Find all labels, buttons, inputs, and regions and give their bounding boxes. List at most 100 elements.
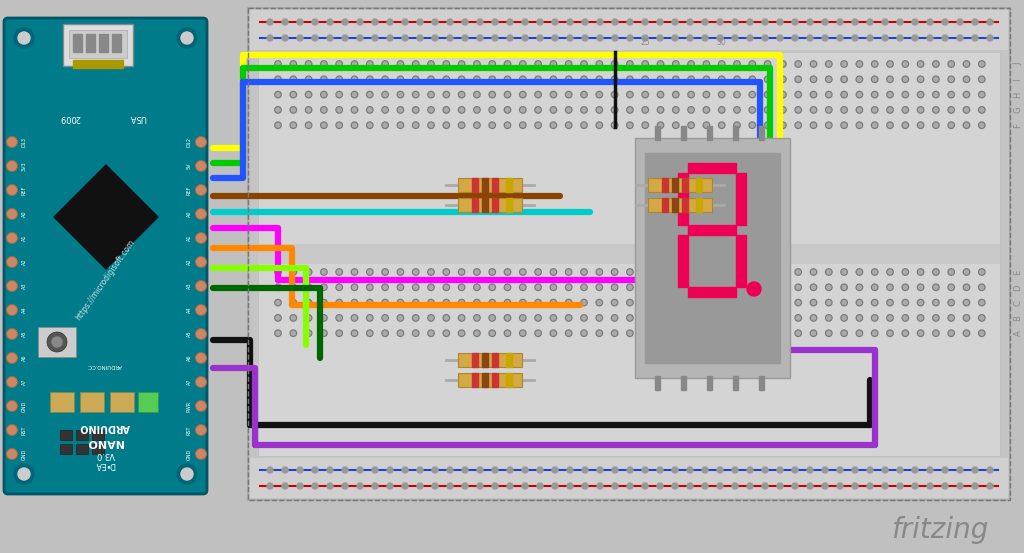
Text: 30: 30 — [717, 353, 727, 363]
Circle shape — [841, 284, 847, 290]
Circle shape — [490, 270, 495, 274]
Circle shape — [414, 92, 418, 97]
Circle shape — [490, 301, 495, 305]
Circle shape — [521, 77, 524, 81]
Circle shape — [582, 77, 586, 81]
Circle shape — [181, 468, 193, 480]
Circle shape — [444, 77, 449, 81]
Circle shape — [383, 270, 387, 274]
Circle shape — [490, 62, 495, 66]
Circle shape — [475, 123, 479, 127]
Circle shape — [291, 316, 295, 320]
Circle shape — [352, 108, 356, 112]
Circle shape — [383, 62, 387, 66]
Circle shape — [964, 61, 970, 67]
Circle shape — [903, 270, 907, 274]
Circle shape — [918, 91, 924, 98]
Circle shape — [196, 328, 207, 340]
Circle shape — [942, 483, 948, 489]
Circle shape — [565, 61, 571, 67]
Text: ARDUINO.CC: ARDUINO.CC — [88, 363, 123, 368]
Text: A6: A6 — [186, 355, 191, 361]
Text: REF: REF — [22, 185, 27, 195]
Bar — [60, 444, 72, 454]
Circle shape — [628, 285, 632, 289]
Circle shape — [826, 316, 830, 320]
Circle shape — [14, 28, 34, 48]
Circle shape — [596, 269, 602, 275]
Circle shape — [927, 483, 933, 489]
Circle shape — [719, 315, 725, 321]
Circle shape — [291, 77, 295, 81]
Circle shape — [282, 35, 288, 41]
Bar — [38, 327, 76, 357]
Circle shape — [674, 331, 678, 335]
Text: GND: GND — [22, 400, 27, 411]
Circle shape — [705, 270, 709, 274]
Circle shape — [627, 76, 633, 82]
Circle shape — [397, 315, 403, 321]
Circle shape — [903, 301, 907, 305]
Circle shape — [627, 91, 633, 98]
Text: https://microdigisoft.com: https://microdigisoft.com — [74, 238, 136, 322]
Circle shape — [627, 19, 633, 25]
Circle shape — [519, 330, 526, 336]
Circle shape — [351, 91, 357, 98]
Circle shape — [490, 92, 495, 97]
Circle shape — [383, 123, 387, 127]
Circle shape — [342, 35, 348, 41]
Circle shape — [506, 62, 510, 66]
Circle shape — [535, 76, 542, 82]
Circle shape — [964, 122, 970, 128]
Circle shape — [949, 108, 953, 112]
Circle shape — [720, 285, 724, 289]
Circle shape — [674, 77, 678, 81]
Circle shape — [274, 91, 282, 98]
Circle shape — [582, 62, 586, 66]
Circle shape — [902, 61, 908, 67]
Circle shape — [657, 76, 664, 82]
Text: NANO: NANO — [87, 437, 123, 447]
Circle shape — [750, 91, 756, 98]
Circle shape — [596, 122, 602, 128]
Circle shape — [980, 62, 984, 66]
Circle shape — [918, 107, 924, 113]
Circle shape — [642, 91, 648, 98]
Circle shape — [581, 122, 587, 128]
Circle shape — [550, 107, 557, 113]
Circle shape — [766, 331, 770, 335]
Circle shape — [965, 92, 969, 97]
Circle shape — [460, 108, 464, 112]
Circle shape — [732, 467, 738, 473]
Circle shape — [507, 19, 513, 25]
Circle shape — [734, 122, 740, 128]
Circle shape — [336, 269, 342, 275]
Circle shape — [6, 305, 17, 316]
Circle shape — [327, 483, 333, 489]
Circle shape — [964, 299, 970, 306]
Circle shape — [825, 269, 833, 275]
Circle shape — [352, 316, 356, 320]
Circle shape — [887, 284, 893, 290]
Bar — [492, 353, 498, 367]
Circle shape — [751, 301, 755, 305]
Circle shape — [657, 330, 664, 336]
Circle shape — [282, 467, 288, 473]
Circle shape — [274, 61, 282, 67]
Circle shape — [306, 77, 310, 81]
Circle shape — [688, 284, 694, 290]
Circle shape — [705, 301, 709, 305]
Circle shape — [672, 467, 678, 473]
Circle shape — [980, 92, 984, 97]
Circle shape — [766, 62, 770, 66]
Circle shape — [459, 61, 465, 67]
Circle shape — [903, 316, 907, 320]
Circle shape — [337, 331, 341, 335]
Circle shape — [612, 483, 618, 489]
Circle shape — [857, 92, 861, 97]
Circle shape — [504, 299, 511, 306]
Circle shape — [443, 122, 450, 128]
Circle shape — [657, 269, 664, 275]
Circle shape — [582, 301, 586, 305]
Circle shape — [597, 270, 601, 274]
